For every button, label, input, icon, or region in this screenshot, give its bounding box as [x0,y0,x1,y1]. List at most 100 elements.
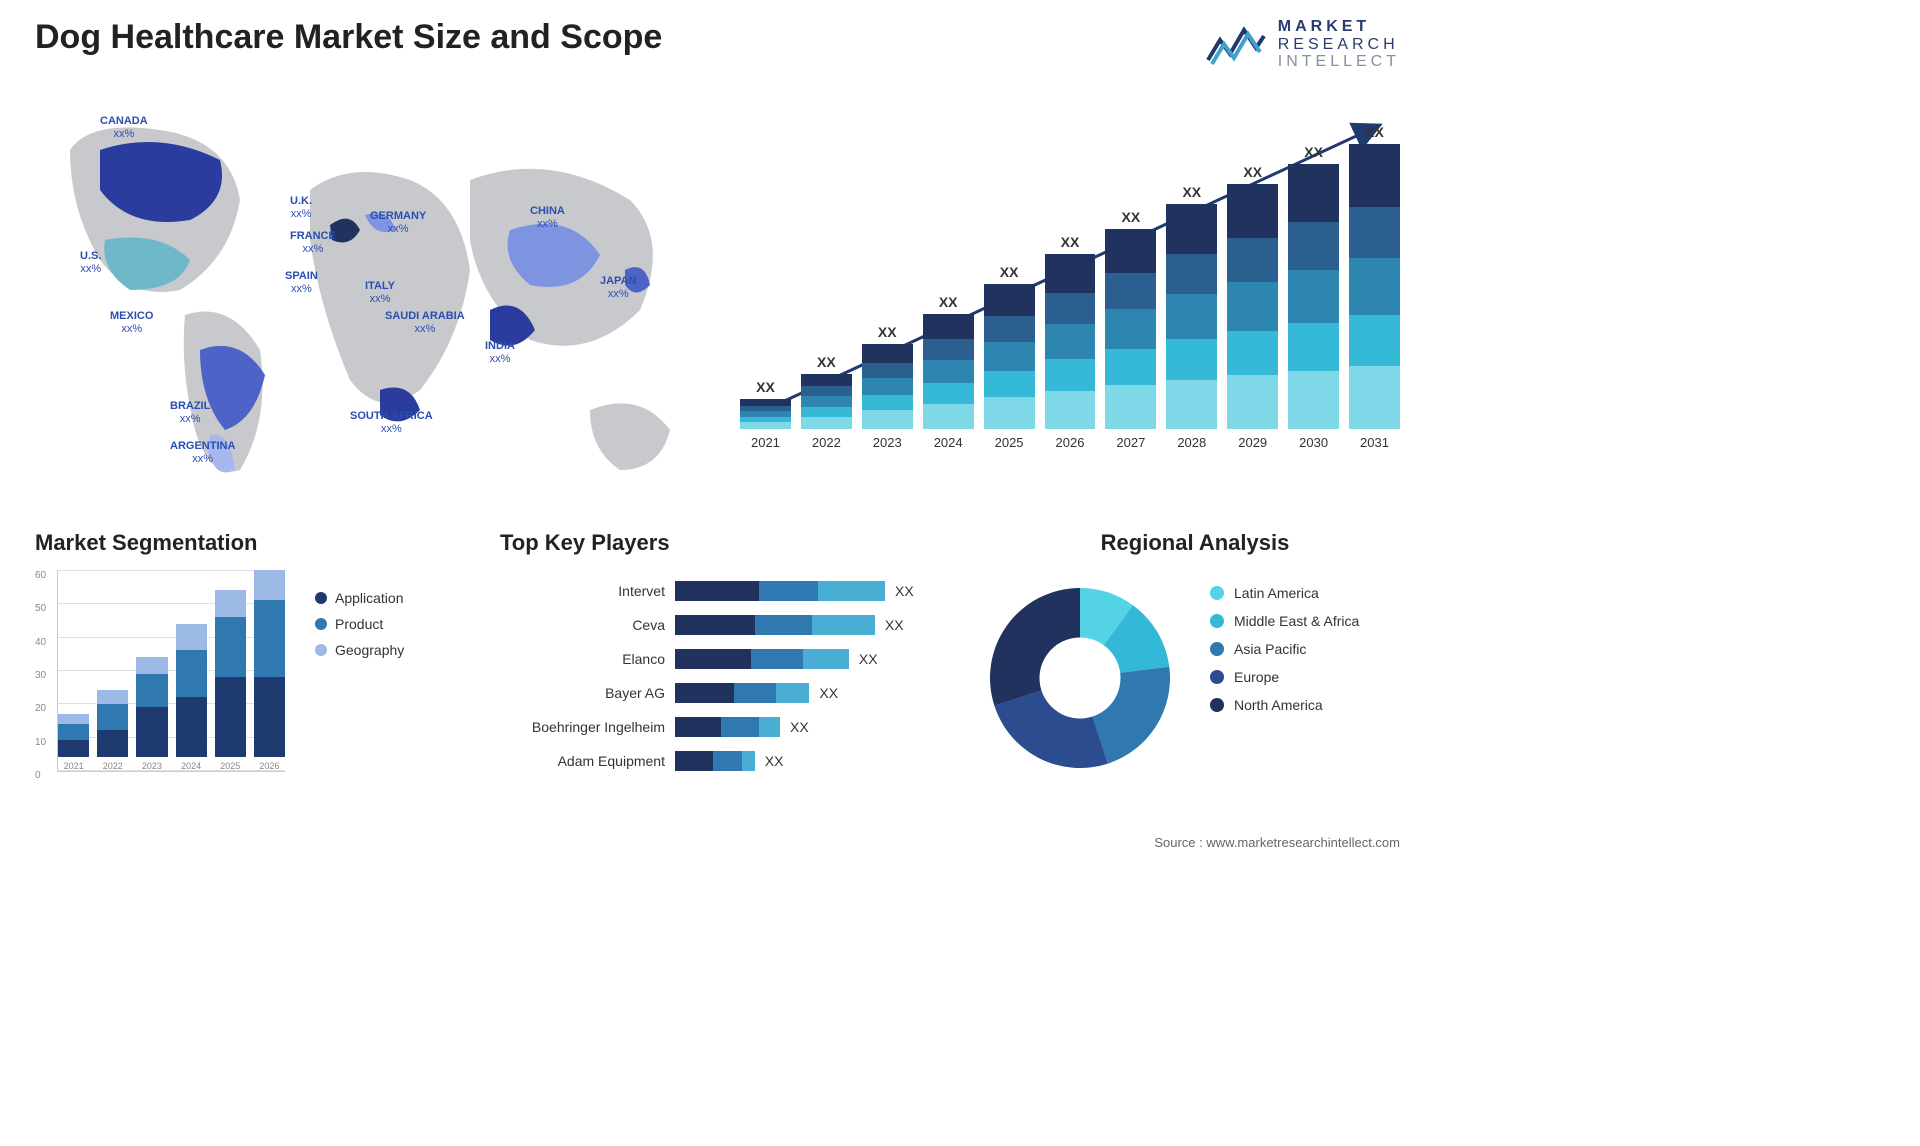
seg-ytick: 40 [35,637,46,648]
seg-gridline [58,770,285,771]
players-title: Top Key Players [500,530,940,556]
growth-value-label: XX [939,294,958,310]
player-bar [675,581,885,601]
donut-chart [980,578,1180,778]
growth-seg [801,374,852,386]
seg-x-label: 2023 [142,761,162,771]
growth-year-label: 2026 [1056,435,1085,450]
country-label-india: INDIAxx% [485,340,515,366]
growth-seg [984,342,1035,371]
seg-x-label: 2024 [181,761,201,771]
country-label-brazil: BRAZILxx% [170,400,210,426]
legend-label: North America [1234,697,1323,713]
seg-bar-2024: 2024 [176,624,207,771]
seg-segment [58,724,89,741]
player-seg [675,615,755,635]
growth-value-label: XX [1304,144,1323,160]
growth-seg [1349,315,1400,366]
seg-segment [254,570,285,600]
player-seg [755,615,812,635]
segmentation-block: Market Segmentation 0102030405060 202120… [35,530,475,790]
player-seg [675,581,759,601]
growth-bar-2026: XX 2026 [1045,234,1096,450]
growth-value-label: XX [1061,234,1080,250]
growth-seg [1105,273,1156,309]
regional-legend-item: Europe [1210,669,1359,685]
seg-segment [97,704,128,731]
seg-legend-item: Geography [315,642,404,658]
growth-seg [1288,270,1339,323]
legend-label: Europe [1234,669,1279,685]
seg-gridline [58,703,285,704]
growth-seg [984,316,1035,342]
seg-x-label: 2026 [259,761,279,771]
growth-value-label: XX [756,379,775,395]
country-label-china: CHINAxx% [530,205,565,231]
growth-year-label: 2030 [1299,435,1328,450]
seg-segment [215,677,246,757]
regional-legend-item: Asia Pacific [1210,641,1359,657]
growth-seg [1105,229,1156,273]
regional-legend-item: Latin America [1210,585,1359,601]
player-value: XX [790,719,809,735]
growth-year-label: 2027 [1116,435,1145,450]
growth-seg [801,417,852,429]
legend-label: Middle East & Africa [1234,613,1359,629]
legend-label: Application [335,590,404,606]
seg-bar-2026: 2026 [254,570,285,771]
growth-seg [1105,309,1156,349]
growth-seg [1166,294,1217,339]
growth-seg [923,360,974,383]
growth-bar-2024: XX2024 [923,294,974,450]
regional-legend: Latin America Middle East & Africa Asia Pa… [1210,585,1359,725]
seg-segment [215,617,246,677]
country-label-germany: GERMANYxx% [370,210,426,236]
growth-bar-2030: XX 2030 [1288,144,1339,450]
seg-segment [254,600,285,677]
seg-segment [58,740,89,757]
player-name: Intervet [500,583,675,599]
growth-bar-2029: XX 2029 [1227,164,1278,450]
growth-seg [1349,144,1400,207]
seg-legend-item: Application [315,590,404,606]
player-row: Adam EquipmentXX [500,748,940,774]
seg-ytick: 20 [35,703,46,714]
regional-title: Regional Analysis [980,530,1410,556]
country-label-us: U.S.xx% [80,250,101,276]
legend-swatch [315,592,327,604]
legend-label: Product [335,616,383,632]
seg-ytick: 60 [35,570,46,581]
growth-chart: XX2021XX2022XX2023XX2024XX2025XX2026XX20… [740,100,1400,470]
growth-seg [1227,238,1278,282]
seg-bar-2025: 2025 [215,590,246,771]
world-map: CANADAxx%U.S.xx%MEXICOxx%BRAZILxx%ARGENT… [30,90,690,490]
seg-segment [97,730,128,757]
growth-year-label: 2029 [1238,435,1267,450]
seg-segment [136,657,167,674]
growth-bar-2021: XX 2021 [740,379,791,450]
country-label-uk: U.K.xx% [290,195,312,221]
growth-seg [1166,204,1217,254]
seg-ytick: 10 [35,737,46,748]
player-name: Bayer AG [500,685,675,701]
growth-year-label: 2021 [751,435,780,450]
growth-seg [740,399,791,406]
growth-seg [801,407,852,417]
growth-seg [1166,254,1217,295]
seg-ytick: 30 [35,670,46,681]
seg-segment [176,697,207,757]
growth-seg [862,410,913,429]
player-value: XX [819,685,838,701]
growth-value-label: XX [1243,164,1262,180]
country-label-japan: JAPANxx% [600,275,636,301]
legend-swatch [1210,614,1224,628]
growth-seg [1349,207,1400,258]
player-seg [803,649,849,669]
growth-value-label: XX [817,354,836,370]
segmentation-title: Market Segmentation [35,530,475,556]
seg-x-label: 2022 [103,761,123,771]
seg-segment [136,674,167,707]
player-seg [675,649,751,669]
growth-year-label: 2031 [1360,435,1389,450]
seg-segment [176,624,207,651]
